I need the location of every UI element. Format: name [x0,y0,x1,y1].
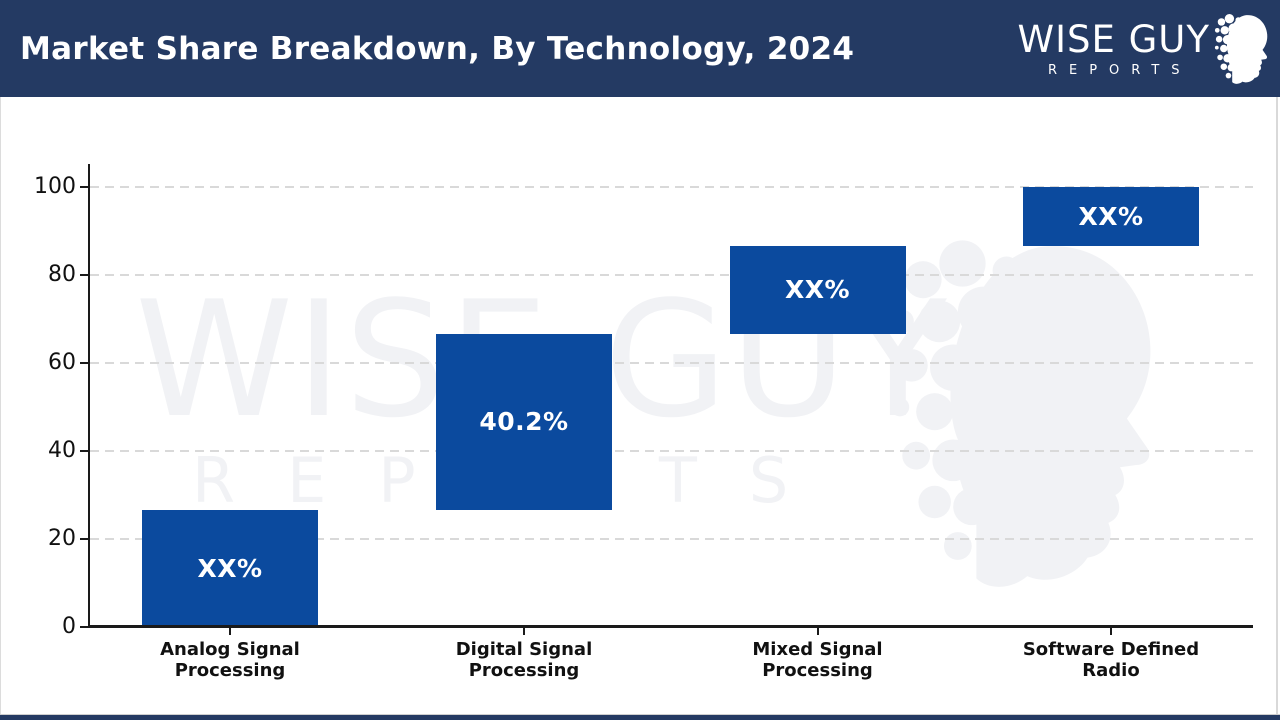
y-tick-20 [80,538,88,540]
x-tick-1 [229,628,231,635]
category-line1: Software Defined [1022,639,1200,660]
logo-text: WISE GUY REPORTS [1018,21,1210,78]
gridline-20 [90,538,1253,540]
logo-wiseguy-label: WISE GUY [1017,17,1210,61]
category-label-1: Analog Signal Processing [90,639,370,681]
y-tick-60 [80,362,88,364]
right-border [1276,97,1278,715]
page-title: Market Share Breakdown, By Technology, 2… [20,30,855,67]
category-label-2: Digital Signal Processing [384,639,664,681]
x-tick-2 [523,628,525,635]
left-border [0,97,1,715]
gridline-80 [90,274,1253,276]
bottom-border-line [0,714,1280,715]
y-tick-label-0: 0 [62,614,76,639]
y-tick-0 [80,626,88,628]
header-bar: Market Share Breakdown, By Technology, 2… [0,0,1280,97]
category-line1: Mixed Signal [752,639,883,660]
bar-value-label-4: XX% [1078,201,1144,231]
footer-bar [0,715,1280,720]
category-line2: Processing [762,660,873,681]
y-tick-label-40: 40 [48,438,76,463]
category-line2: Processing [174,660,286,681]
bar-2: 40.2% [436,333,612,511]
bar-1: XX% [142,510,318,627]
bar-4: XX% [1023,187,1199,246]
wiseguy-reports-logo: WISE GUY REPORTS [1018,8,1270,90]
bar-value-label-3: XX% [784,275,851,305]
y-tick-label-60: 60 [48,350,76,375]
y-tick-label-80: 80 [48,262,76,287]
y-axis-line [88,164,90,627]
category-label-3: Mixed Signal Processing [678,639,958,681]
y-tick-label-20: 20 [48,526,76,551]
x-tick-3 [816,628,819,635]
gridline-100 [90,186,1253,188]
y-tick-80 [80,274,88,276]
category-label-4: Software Defined Radio [971,639,1251,681]
bar-3: XX% [729,245,906,334]
bar-value-label-1: XX% [197,554,263,584]
gridline-60 [90,362,1253,364]
category-line2: Radio [1082,660,1140,681]
category-line2: Processing [468,660,580,681]
category-line1: Digital Signal [455,639,593,660]
y-tick-40 [80,450,88,452]
y-tick-100 [80,186,88,188]
y-tick-label-100: 100 [34,174,76,199]
logo-reports-label: REPORTS [1047,62,1192,78]
bar-value-label-2: 40.2% [479,407,569,437]
gridline-40 [90,450,1253,452]
logo-head-icon [1214,10,1270,88]
category-line1: Analog Signal [160,639,300,660]
x-tick-4 [1110,628,1112,635]
x-axis-line [88,625,1253,628]
